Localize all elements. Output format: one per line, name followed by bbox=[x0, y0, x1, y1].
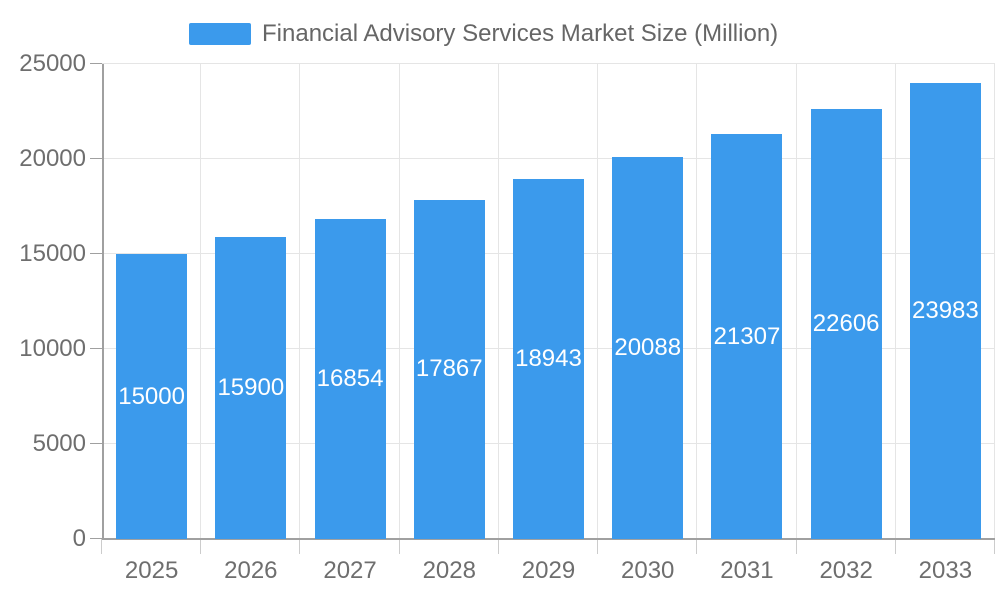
x-axis-tick bbox=[299, 539, 301, 554]
x-axis-tick bbox=[994, 539, 995, 554]
y-axis-line bbox=[102, 64, 104, 539]
x-axis-label: 2028 bbox=[422, 557, 476, 584]
gridline-vertical bbox=[994, 64, 995, 539]
bar-2029[interactable] bbox=[513, 179, 584, 539]
bar-2025[interactable] bbox=[116, 254, 188, 539]
gridline-vertical bbox=[497, 64, 499, 539]
gridline-horizontal bbox=[102, 158, 995, 159]
bar-value-label: 18943 bbox=[515, 345, 582, 373]
bar-2026[interactable] bbox=[215, 236, 287, 539]
x-axis-label: 2033 bbox=[918, 557, 973, 584]
bar-value-label: 20088 bbox=[614, 334, 682, 362]
y-axis-tick bbox=[90, 538, 102, 539]
bar-2032[interactable] bbox=[810, 109, 882, 539]
bar-value-label: 22606 bbox=[812, 310, 880, 338]
gridline-vertical bbox=[299, 64, 301, 539]
x-axis-tick bbox=[795, 539, 797, 554]
x-axis-tick bbox=[497, 539, 499, 554]
bar-value-label: 21307 bbox=[713, 322, 781, 350]
x-axis-label: 2031 bbox=[720, 557, 774, 584]
y-axis-label: 5000 bbox=[32, 430, 86, 457]
y-axis-label: 0 bbox=[72, 525, 86, 552]
bar-2033[interactable] bbox=[909, 83, 981, 539]
x-axis-tick bbox=[398, 539, 400, 554]
y-axis-tick bbox=[90, 348, 102, 349]
bar-value-label: 15000 bbox=[118, 382, 185, 410]
y-axis-label: 20000 bbox=[19, 145, 86, 172]
x-axis-label: 2027 bbox=[323, 557, 377, 584]
bar-value-label: 16854 bbox=[316, 364, 384, 392]
bar-2030[interactable] bbox=[612, 157, 684, 539]
y-axis-label: 10000 bbox=[19, 335, 86, 362]
gridline-vertical bbox=[795, 64, 797, 539]
gridline-vertical bbox=[894, 64, 896, 539]
legend-label: Financial Advisory Services Market Size … bbox=[262, 20, 779, 47]
gridline-vertical bbox=[597, 64, 599, 539]
gridline-vertical bbox=[398, 64, 400, 539]
y-axis-tick bbox=[90, 443, 102, 444]
x-axis-tick bbox=[597, 539, 599, 554]
gridline-horizontal bbox=[102, 63, 995, 64]
x-axis-label: 2026 bbox=[224, 557, 278, 584]
x-axis-line bbox=[102, 538, 995, 540]
y-axis-tick bbox=[90, 253, 102, 254]
gridline-vertical bbox=[200, 64, 202, 539]
x-axis-tick bbox=[894, 539, 896, 554]
x-axis-tick bbox=[696, 539, 698, 554]
bar-2031[interactable] bbox=[711, 134, 783, 539]
y-axis-label: 15000 bbox=[19, 240, 86, 267]
x-axis-tick bbox=[101, 539, 102, 554]
legend-item[interactable]: Financial Advisory Services Market Size … bbox=[189, 20, 778, 48]
bar-2028[interactable] bbox=[413, 199, 485, 539]
gridline-vertical bbox=[696, 64, 698, 539]
bar-2027[interactable] bbox=[314, 218, 386, 539]
x-axis-label: 2032 bbox=[819, 557, 873, 584]
legend-swatch-icon bbox=[189, 23, 251, 45]
x-axis-label: 2030 bbox=[621, 557, 675, 584]
bar-value-label: 17867 bbox=[415, 355, 483, 383]
y-axis-tick bbox=[90, 158, 102, 159]
bar-value-label: 23983 bbox=[912, 297, 979, 325]
x-axis-label: 2025 bbox=[124, 557, 179, 584]
y-axis-tick bbox=[90, 63, 102, 64]
x-axis-label: 2029 bbox=[521, 557, 576, 584]
x-axis-tick bbox=[200, 539, 202, 554]
y-axis-label: 25000 bbox=[19, 50, 86, 77]
bar-value-label: 15900 bbox=[217, 373, 285, 401]
